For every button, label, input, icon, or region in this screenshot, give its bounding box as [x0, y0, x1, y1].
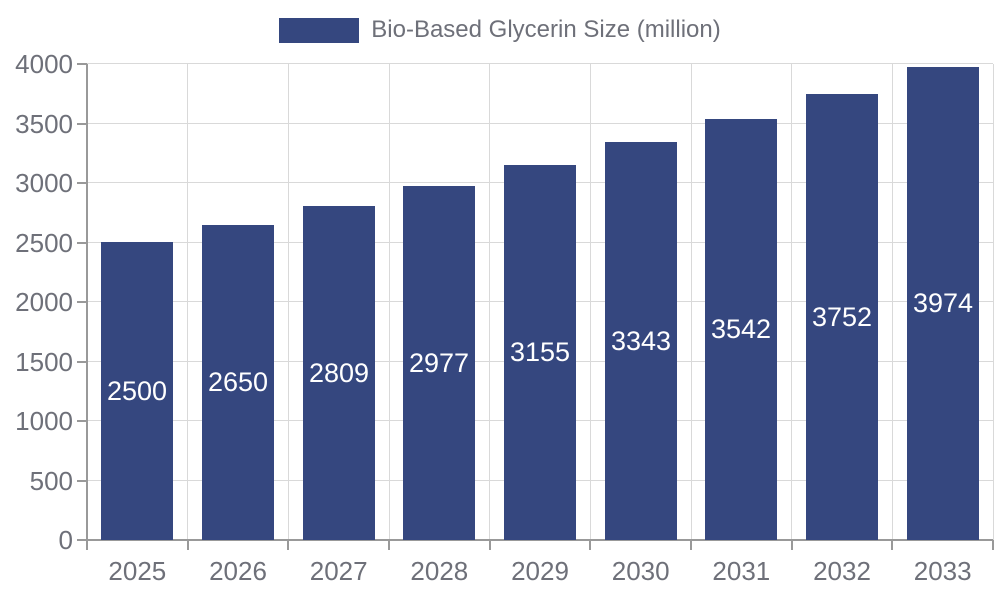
bar-value-label: 2809 [308, 357, 370, 388]
y-axis-tick [77, 63, 87, 65]
y-axis-label: 1500 [15, 346, 73, 377]
gridline-horizontal [87, 63, 993, 64]
gridline-vertical [187, 64, 189, 540]
bar-value-label: 2500 [106, 375, 168, 406]
bar-value-label: 3974 [912, 288, 974, 318]
x-axis-label: 2029 [511, 556, 569, 586]
y-axis-label: 1000 [15, 406, 73, 436]
x-axis-label: 2027 [309, 556, 368, 586]
x-axis-tick [589, 540, 592, 550]
bar[interactable]: 2500 [101, 242, 173, 540]
x-axis-label: 2026 [209, 556, 267, 586]
x-axis-tick [488, 540, 491, 550]
gridline-horizontal [87, 122, 993, 124]
legend[interactable]: Bio-Based Glycerin Size (million) [0, 16, 1000, 44]
y-axis-label: 0 [58, 525, 73, 555]
y-axis-label: 3500 [15, 108, 73, 139]
gridline-vertical [891, 64, 893, 540]
bar-value-label: 3155 [509, 337, 571, 367]
gridline-vertical [287, 64, 289, 540]
x-axis-label: 2033 [913, 556, 972, 586]
legend-label: Bio-Based Glycerin Size (million) [371, 16, 721, 43]
x-axis-label: 2031 [712, 556, 771, 586]
bar[interactable]: 2650 [202, 225, 274, 540]
bar[interactable]: 2809 [303, 206, 375, 540]
y-axis-tick [77, 479, 87, 482]
x-axis-label: 2028 [410, 556, 469, 586]
gridline-vertical [690, 64, 692, 540]
bar[interactable]: 2977 [403, 186, 475, 540]
x-axis-label: 2025 [108, 556, 167, 586]
y-axis-tick [77, 182, 87, 184]
gridline-vertical [489, 64, 491, 540]
x-axis-tick [186, 540, 189, 550]
x-axis-tick [690, 540, 692, 550]
y-axis-label: 2500 [15, 227, 73, 258]
y-axis-tick [77, 360, 87, 363]
gridline-vertical [589, 64, 591, 540]
gridline-vertical [388, 64, 390, 540]
legend-swatch-icon [279, 17, 360, 43]
x-axis-label: 2032 [813, 556, 871, 586]
gridline-vertical [791, 64, 793, 540]
x-axis-tick [388, 540, 390, 550]
bar[interactable]: 3343 [605, 142, 677, 540]
x-axis-line [77, 539, 993, 541]
y-axis-label: 4000 [15, 49, 73, 79]
y-axis-label: 3000 [15, 168, 73, 198]
bar[interactable]: 3974 [907, 67, 979, 540]
x-axis-tick [790, 540, 793, 550]
x-axis-tick [891, 540, 894, 550]
bar[interactable]: 3542 [705, 119, 777, 540]
y-axis-label: 500 [29, 465, 73, 496]
bar-value-label: 2977 [408, 347, 470, 378]
bar-value-label: 2650 [207, 367, 269, 397]
bar[interactable]: 3752 [806, 94, 878, 540]
bar-value-label: 3542 [710, 314, 772, 344]
bar-value-label: 3343 [610, 325, 672, 356]
gridline-vertical [992, 64, 994, 540]
x-axis-tick [992, 540, 994, 550]
y-axis-tick [77, 420, 87, 422]
y-axis-label: 2000 [15, 287, 73, 317]
x-axis-label: 2030 [611, 556, 670, 586]
bar[interactable]: 3155 [504, 165, 576, 540]
x-axis-tick [287, 540, 290, 550]
y-axis-tick [77, 301, 87, 303]
y-axis-tick [77, 241, 87, 244]
y-axis-line [86, 64, 88, 550]
bar-value-label: 3752 [811, 301, 873, 332]
y-axis-tick [77, 122, 87, 125]
